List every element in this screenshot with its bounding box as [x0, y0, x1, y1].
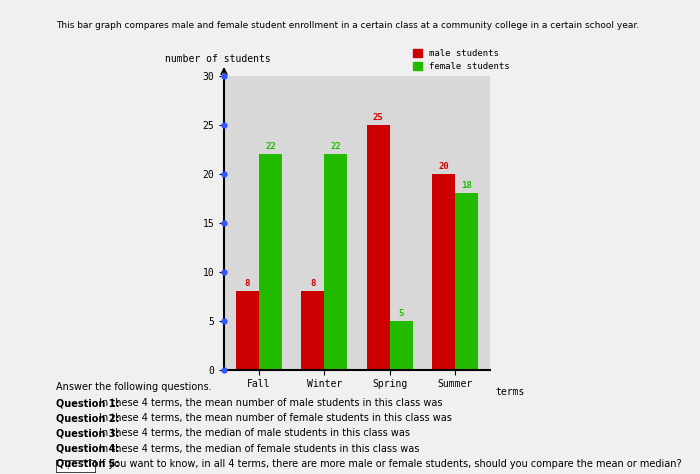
Text: 18: 18	[461, 182, 472, 191]
Text: Question 2:: Question 2:	[56, 413, 120, 423]
Text: This bar graph compares male and female student enrollment in a certain class at: This bar graph compares male and female …	[56, 21, 639, 30]
Bar	[432, 174, 455, 370]
Text: In these 4 terms, the median of female students in this class was: In these 4 terms, the median of female s…	[96, 444, 419, 454]
Bar	[390, 321, 412, 370]
Text: terms: terms	[496, 387, 525, 397]
Text: Question 1:: Question 1:	[56, 398, 120, 408]
Bar	[455, 193, 478, 370]
Bar	[302, 292, 324, 370]
Text: In these 4 terms, the mean number of female students in this class was: In these 4 terms, the mean number of fem…	[96, 413, 452, 423]
Text: 25: 25	[373, 113, 384, 122]
Text: In these 4 terms, the median of male students in this class was: In these 4 terms, the median of male stu…	[96, 428, 410, 438]
Bar	[367, 125, 390, 370]
Text: number of students: number of students	[165, 54, 271, 64]
Text: 22: 22	[330, 142, 341, 151]
Bar	[259, 154, 282, 370]
Text: In these 4 terms, the mean number of male students in this class was: In these 4 terms, the mean number of mal…	[96, 398, 442, 408]
Text: 22: 22	[265, 142, 276, 151]
Text: ?: ?	[65, 461, 70, 471]
Text: If you want to know, in all 4 terms, there are more male or female students, sho: If you want to know, in all 4 terms, the…	[96, 459, 682, 469]
Text: 20: 20	[438, 162, 449, 171]
Text: Question 5:: Question 5:	[56, 459, 120, 469]
Legend: male students, female students: male students, female students	[410, 45, 514, 75]
Text: Question 4:: Question 4:	[56, 444, 120, 454]
Bar	[324, 154, 347, 370]
Text: Answer the following questions.: Answer the following questions.	[56, 382, 211, 392]
Text: Question 3:: Question 3:	[56, 428, 120, 438]
Text: 8: 8	[310, 279, 316, 288]
Bar	[236, 292, 259, 370]
Text: 8: 8	[245, 279, 250, 288]
Text: 5: 5	[398, 309, 404, 318]
